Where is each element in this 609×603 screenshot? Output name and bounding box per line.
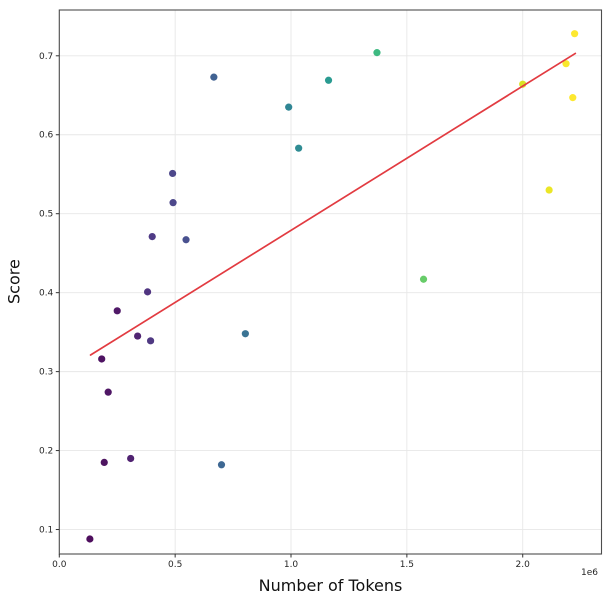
y-tick-label: 0.1 [39,526,53,536]
x-axis-offset-label: 1e6 [581,568,598,578]
trend-line [89,52,577,356]
scatter-point [146,337,155,345]
scatter-point [545,186,553,194]
axes-frame [58,9,603,555]
scatter-point [373,49,381,57]
scatter-point [217,461,226,469]
scatter-point [169,199,177,207]
scatter-point [285,103,293,111]
scatter-point [169,169,177,178]
scatter-point [127,454,135,463]
scatter-point [419,275,428,283]
x-tick-label: 1.5 [400,560,414,570]
scatter-point [143,288,152,296]
y-tick-label: 0.6 [39,131,54,141]
scatter-point [571,30,579,38]
scatter-point [98,355,106,363]
y-tick-label: 0.2 [39,447,53,457]
scatter-point [210,73,218,81]
scatter-point [295,144,303,152]
x-tick-label: 2.0 [516,560,531,570]
scatter-point [113,307,121,315]
scatter-point [104,388,112,396]
scatter-point [134,332,142,340]
x-tick-label: 0.0 [52,560,67,570]
y-tick-label: 0.3 [39,368,53,378]
scatter-point [148,233,156,241]
x-tick-label: 1.0 [284,560,299,570]
scatter-point [182,236,190,244]
scatter-point [100,458,108,467]
y-tick-label: 0.7 [39,52,53,62]
scatter-point [569,94,577,102]
x-axis-title: Number of Tokens [258,576,403,595]
scatter-point [562,60,570,68]
scatter-point [86,535,94,543]
y-axis-title: Score [4,259,24,305]
x-tick-label: 0.5 [168,560,182,570]
y-tick-label: 0.5 [39,210,53,220]
scatter-point [241,330,249,338]
y-tick-label: 0.4 [39,289,54,299]
scatter-point [324,76,333,84]
